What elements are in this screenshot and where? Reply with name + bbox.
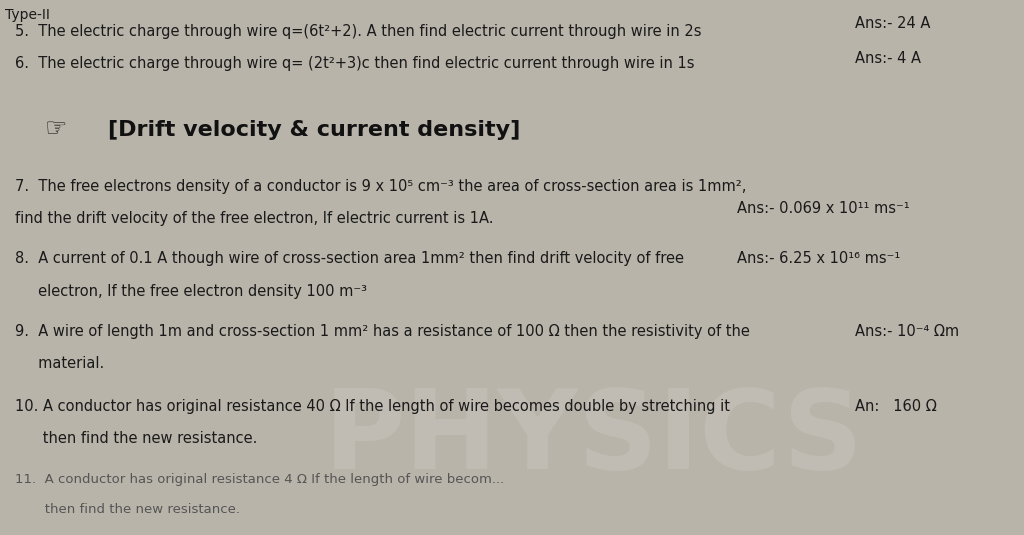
Text: Ans:- 4 A: Ans:- 4 A [855, 51, 921, 66]
Text: 11.  A conductor has original resistance 4 Ω If the length of wire becom...: 11. A conductor has original resistance … [15, 473, 505, 486]
Text: [Drift velocity & current density]: [Drift velocity & current density] [108, 120, 520, 140]
Text: Ans:- 6.25 x 10¹⁶ ms⁻¹: Ans:- 6.25 x 10¹⁶ ms⁻¹ [737, 251, 900, 266]
Text: electron, If the free electron density 100 m⁻³: electron, If the free electron density 1… [15, 284, 368, 299]
Text: Ans:- 0.069 x 10¹¹ ms⁻¹: Ans:- 0.069 x 10¹¹ ms⁻¹ [737, 201, 910, 216]
Text: 7.  The free electrons density of a conductor is 9 x 10⁵ cm⁻³ the area of cross-: 7. The free electrons density of a condu… [15, 179, 746, 194]
Text: An:   160 Ω: An: 160 Ω [855, 399, 937, 414]
Text: Ans:- 24 A: Ans:- 24 A [855, 16, 931, 31]
Text: 9.  A wire of length 1m and cross-section 1 mm² has a resistance of 100 Ω then t: 9. A wire of length 1m and cross-section… [15, 324, 751, 339]
Text: 8.  A current of 0.1 A though wire of cross-section area 1mm² then find drift ve: 8. A current of 0.1 A though wire of cro… [15, 251, 684, 266]
Text: PHYSICS: PHYSICS [324, 385, 864, 492]
Text: find the drift velocity of the free electron, If electric current is 1A.: find the drift velocity of the free elec… [15, 211, 494, 226]
Text: ☞: ☞ [45, 118, 68, 142]
Text: material.: material. [15, 356, 104, 371]
Text: 6.  The electric charge through wire q= (2t²+3)c then find electric current thro: 6. The electric charge through wire q= (… [15, 56, 695, 71]
Text: then find the new resistance.: then find the new resistance. [15, 503, 241, 516]
Text: 10. A conductor has original resistance 40 Ω If the length of wire becomes doubl: 10. A conductor has original resistance … [15, 399, 730, 414]
Text: Type-II: Type-II [5, 8, 50, 22]
Text: then find the new resistance.: then find the new resistance. [15, 431, 258, 446]
Text: Ans:- 10⁻⁴ Ωm: Ans:- 10⁻⁴ Ωm [855, 324, 959, 339]
Text: 5.  The electric charge through wire q=(6t²+2). A then find electric current thr: 5. The electric charge through wire q=(6… [15, 24, 701, 39]
